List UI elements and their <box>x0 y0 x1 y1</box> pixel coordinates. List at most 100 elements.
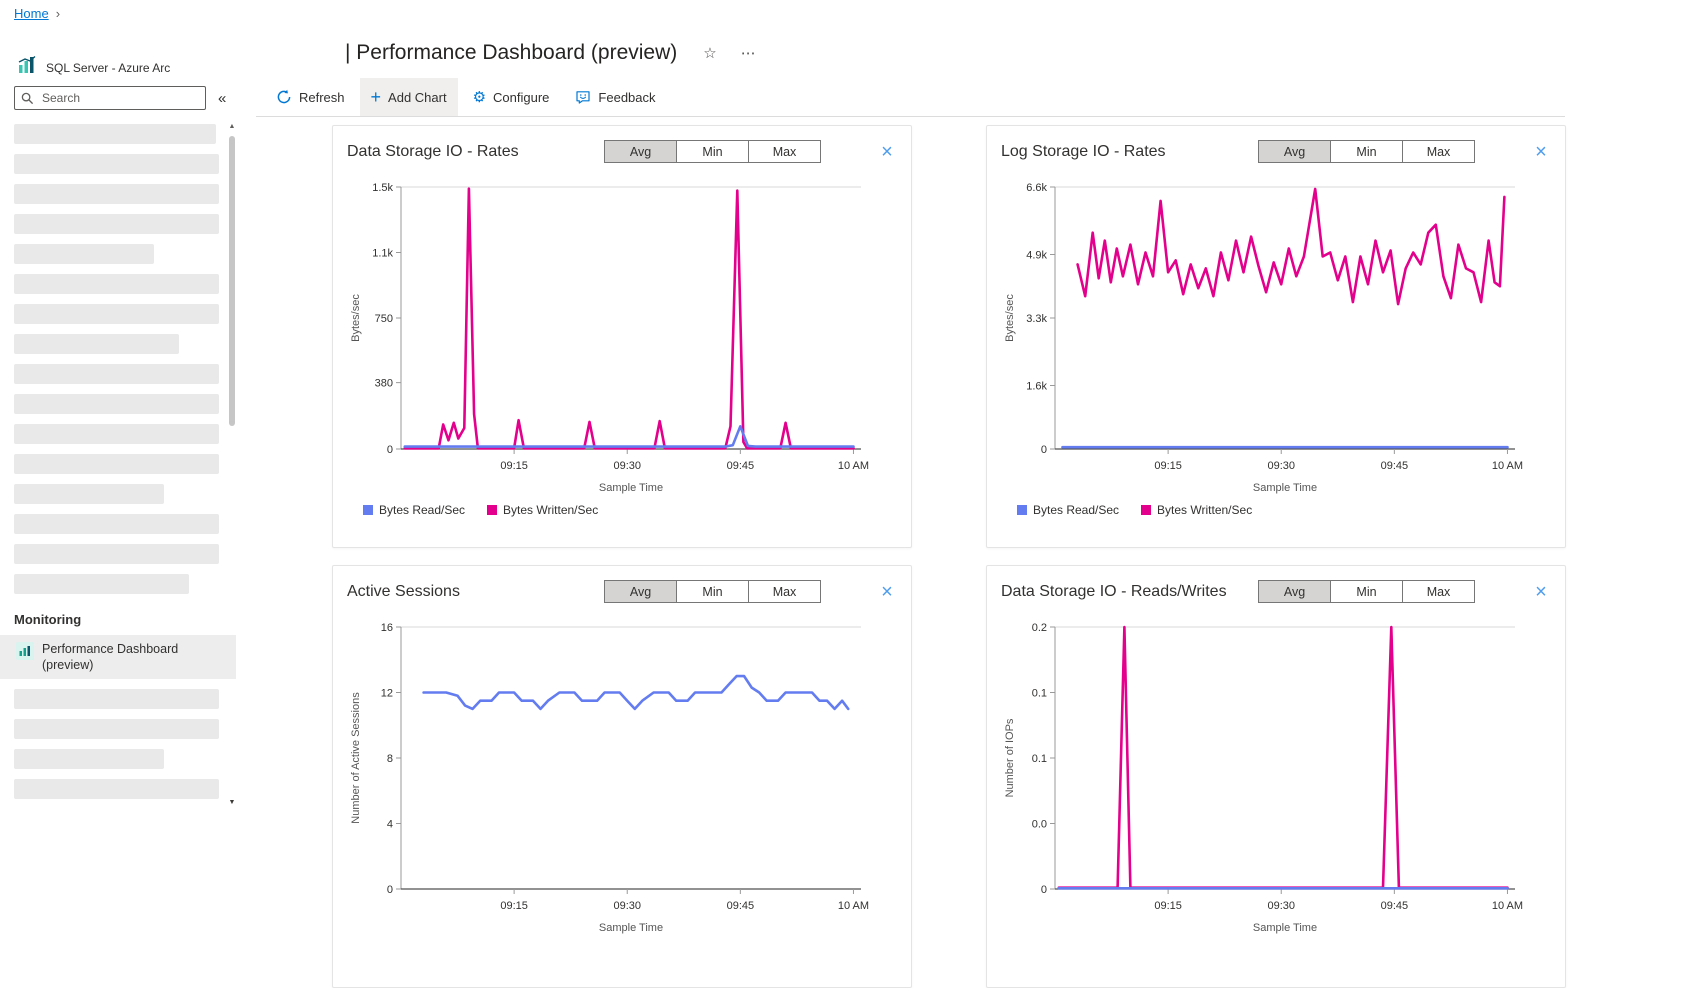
nav-placeholder <box>14 214 219 234</box>
min-button[interactable]: Min <box>1330 580 1403 603</box>
svg-text:09:45: 09:45 <box>1381 460 1409 472</box>
svg-text:750: 750 <box>375 313 393 325</box>
svg-text:12: 12 <box>381 688 393 700</box>
avg-button[interactable]: Avg <box>604 140 677 163</box>
svg-text:10 AM: 10 AM <box>838 460 869 472</box>
svg-text:09:45: 09:45 <box>727 900 755 912</box>
scrollbar-thumb[interactable] <box>229 136 235 426</box>
favorite-star-icon[interactable]: ☆ <box>703 44 716 62</box>
svg-text:10 AM: 10 AM <box>838 900 869 912</box>
nav-placeholder <box>14 544 219 564</box>
max-button[interactable]: Max <box>1402 580 1475 603</box>
close-chart-icon[interactable]: × <box>1531 583 1551 601</box>
monitoring-section-header: Monitoring <box>14 612 240 627</box>
close-chart-icon[interactable]: × <box>877 143 897 161</box>
close-chart-icon[interactable]: × <box>877 583 897 601</box>
nav-placeholder <box>14 334 179 354</box>
svg-text:Sample Time: Sample Time <box>1253 482 1317 494</box>
svg-text:09:30: 09:30 <box>613 460 641 472</box>
svg-text:10 AM: 10 AM <box>1492 900 1523 912</box>
min-button[interactable]: Min <box>1330 140 1403 163</box>
sidebar: SQL Server - Azure Arc « Mo <box>0 36 240 874</box>
svg-text:Sample Time: Sample Time <box>599 922 663 934</box>
search-box <box>14 86 206 110</box>
collapse-sidebar-icon[interactable]: « <box>218 91 226 106</box>
max-button[interactable]: Max <box>748 580 821 603</box>
aggregation-toggle: Avg Min Max <box>605 140 821 163</box>
chevron-right-icon: › <box>56 6 60 21</box>
chart-card-data-storage-io-reads-writes: Data Storage IO - Reads/Writes Avg Min M… <box>986 565 1566 988</box>
chart-title: Active Sessions <box>347 583 605 601</box>
avg-button[interactable]: Avg <box>1258 580 1331 603</box>
svg-text:0: 0 <box>387 444 393 456</box>
nav-placeholder <box>14 749 164 769</box>
avg-button[interactable]: Avg <box>1258 140 1331 163</box>
svg-text:0: 0 <box>387 884 393 896</box>
sidebar-nav-list: Monitoring Performance Dashboard (previe… <box>14 124 240 799</box>
performance-dashboard-icon <box>16 642 34 660</box>
configure-button[interactable]: ⚙ Configure <box>462 78 561 116</box>
svg-text:6.6k: 6.6k <box>1026 182 1047 194</box>
legend-item: Bytes Read/Sec <box>363 503 465 517</box>
command-bar: Refresh + Add Chart ⚙ Configure Feedback <box>240 78 1708 116</box>
svg-text:380: 380 <box>375 378 393 390</box>
min-button[interactable]: Min <box>676 140 749 163</box>
chart-title: Data Storage IO - Reads/Writes <box>1001 583 1259 601</box>
add-chart-button[interactable]: + Add Chart <box>360 78 458 116</box>
nav-placeholder <box>14 719 219 739</box>
feedback-button[interactable]: Feedback <box>564 78 666 116</box>
max-button[interactable]: Max <box>748 140 821 163</box>
legend-item: Bytes Read/Sec <box>1017 503 1119 517</box>
svg-text:Sample Time: Sample Time <box>1253 922 1317 934</box>
nav-placeholder <box>14 184 219 204</box>
search-input[interactable] <box>40 90 199 106</box>
nav-placeholder <box>14 154 219 174</box>
nav-placeholder <box>14 244 154 264</box>
sidebar-scrollbar[interactable]: ▲ ▼ <box>227 122 237 808</box>
refresh-button[interactable]: Refresh <box>265 78 356 116</box>
svg-text:10 AM: 10 AM <box>1492 460 1523 472</box>
more-options-icon[interactable]: ⋯ <box>741 44 757 62</box>
configure-label: Configure <box>493 90 549 105</box>
add-chart-label: Add Chart <box>388 90 447 105</box>
chart-legend: Bytes Read/Sec Bytes Written/Sec <box>1001 503 1551 517</box>
svg-text:0: 0 <box>1041 444 1047 456</box>
sidebar-item-performance-dashboard[interactable]: Performance Dashboard (preview) <box>0 635 236 679</box>
nav-placeholder <box>14 484 164 504</box>
svg-text:1.1k: 1.1k <box>372 248 393 260</box>
svg-text:0.0: 0.0 <box>1032 819 1047 831</box>
refresh-label: Refresh <box>299 90 345 105</box>
nav-placeholder <box>14 424 219 444</box>
svg-text:09:15: 09:15 <box>500 900 528 912</box>
close-chart-icon[interactable]: × <box>1531 143 1551 161</box>
legend-label: Bytes Written/Sec <box>503 503 598 517</box>
scroll-up-icon[interactable]: ▲ <box>229 122 236 132</box>
nav-placeholder <box>14 454 219 474</box>
breadcrumb-home-link[interactable]: Home <box>14 6 49 21</box>
scroll-down-icon[interactable]: ▼ <box>229 798 236 808</box>
svg-text:8: 8 <box>387 753 393 765</box>
nav-placeholder <box>14 364 219 384</box>
breadcrumb: Home › <box>14 6 60 21</box>
svg-text:1.5k: 1.5k <box>372 182 393 194</box>
legend-item: Bytes Written/Sec <box>1141 503 1252 517</box>
svg-text:09:30: 09:30 <box>1267 900 1295 912</box>
nav-placeholder <box>14 274 219 294</box>
min-button[interactable]: Min <box>676 580 749 603</box>
plus-icon: + <box>371 90 382 104</box>
svg-text:09:45: 09:45 <box>1381 900 1409 912</box>
search-icon <box>21 92 34 105</box>
max-button[interactable]: Max <box>1402 140 1475 163</box>
app-header: SQL Server - Azure Arc <box>0 36 240 76</box>
legend-label: Bytes Written/Sec <box>1157 503 1252 517</box>
nav-item-label: Performance Dashboard (preview) <box>42 641 202 673</box>
legend-swatch <box>1017 505 1027 515</box>
svg-text:4: 4 <box>387 819 393 831</box>
avg-button[interactable]: Avg <box>604 580 677 603</box>
svg-text:09:15: 09:15 <box>1154 460 1182 472</box>
